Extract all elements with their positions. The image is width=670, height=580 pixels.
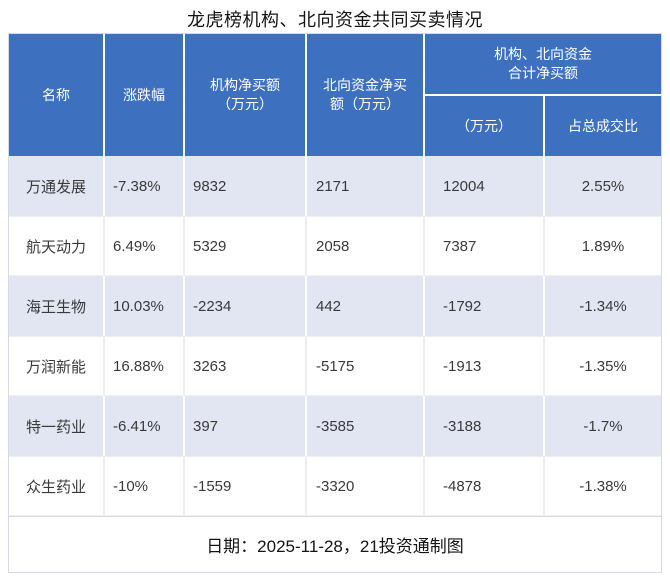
table-cell-total: 7387 — [425, 216, 545, 276]
header-combined-group: 机构、北向资金 合计净买额 — [425, 34, 661, 96]
header-change-label: 涨跌幅 — [123, 86, 165, 103]
header-northbound-line1: 北向资金净买 — [323, 77, 407, 93]
table-cell-ratio: -1.7% — [545, 396, 661, 456]
table-cell-north: 442 — [307, 276, 425, 336]
header-combined-amount-label: （万元） — [456, 117, 512, 134]
header-name: 名称 — [9, 34, 105, 156]
header-northbound-net-buy: 北向资金净买 额（万元） — [307, 34, 425, 156]
table-cell-inst: -2234 — [185, 276, 307, 336]
table-cell-change: 16.88% — [105, 336, 185, 396]
table-cell-north: 2171 — [307, 156, 425, 216]
table-cell-change: -10% — [105, 456, 185, 516]
header-institution-line1: 机构净买额 — [210, 77, 280, 93]
table-cell-total: 12004 — [425, 156, 545, 216]
table-cell-inst: 9832 — [185, 156, 307, 216]
header-combined-amount: （万元） — [425, 96, 545, 156]
table-cell-north: -3585 — [307, 396, 425, 456]
table-cell-inst: 397 — [185, 396, 307, 456]
table-cell-ratio: 1.89% — [545, 216, 661, 276]
table-cell-name: 海王生物 — [9, 276, 105, 336]
header-combined-ratio-label: 占总成交比 — [568, 117, 638, 134]
table-cell-name: 万润新能 — [9, 336, 105, 396]
page-title: 龙虎榜机构、北向资金共同买卖情况 — [187, 10, 483, 30]
table-cell-change: 6.49% — [105, 216, 185, 276]
data-table: 名称 涨跌幅 机构净买额 （万元） 北向资金净买 额（万元） 机构、北向资金 合… — [8, 33, 662, 573]
table-cell-inst: -1559 — [185, 456, 307, 516]
table-cell-north: 2058 — [307, 216, 425, 276]
table-cell-ratio: 2.55% — [545, 156, 661, 216]
table-cell-total: -1913 — [425, 336, 545, 396]
table-cell-total: -1792 — [425, 276, 545, 336]
header-change: 涨跌幅 — [105, 34, 185, 156]
header-combined-line2: 合计净买额 — [508, 65, 578, 81]
table-footer-note: 日期：2025-11-28，21投资通制图 — [9, 516, 661, 572]
header-northbound-line2: 额（万元） — [330, 96, 400, 112]
header-institution-line2: （万元） — [217, 96, 273, 112]
table-cell-name: 航天动力 — [9, 216, 105, 276]
table-cell-change: 10.03% — [105, 276, 185, 336]
header-combined-line1: 机构、北向资金 — [494, 46, 592, 62]
header-combined-ratio: 占总成交比 — [545, 96, 661, 156]
table-cell-total: -3188 — [425, 396, 545, 456]
table-cell-ratio: -1.35% — [545, 336, 661, 396]
table-cell-total: -4878 — [425, 456, 545, 516]
header-name-label: 名称 — [42, 86, 70, 103]
table-cell-north: -3320 — [307, 456, 425, 516]
table-cell-change: -6.41% — [105, 396, 185, 456]
table-cell-inst: 3263 — [185, 336, 307, 396]
table-cell-north: -5175 — [307, 336, 425, 396]
table-cell-name: 万通发展 — [9, 156, 105, 216]
table-cell-name: 众生药业 — [9, 456, 105, 516]
table-cell-ratio: -1.34% — [545, 276, 661, 336]
table-cell-change: -7.38% — [105, 156, 185, 216]
table-cell-name: 特一药业 — [9, 396, 105, 456]
table-cell-ratio: -1.38% — [545, 456, 661, 516]
header-institution-net-buy: 机构净买额 （万元） — [185, 34, 307, 156]
table-cell-inst: 5329 — [185, 216, 307, 276]
